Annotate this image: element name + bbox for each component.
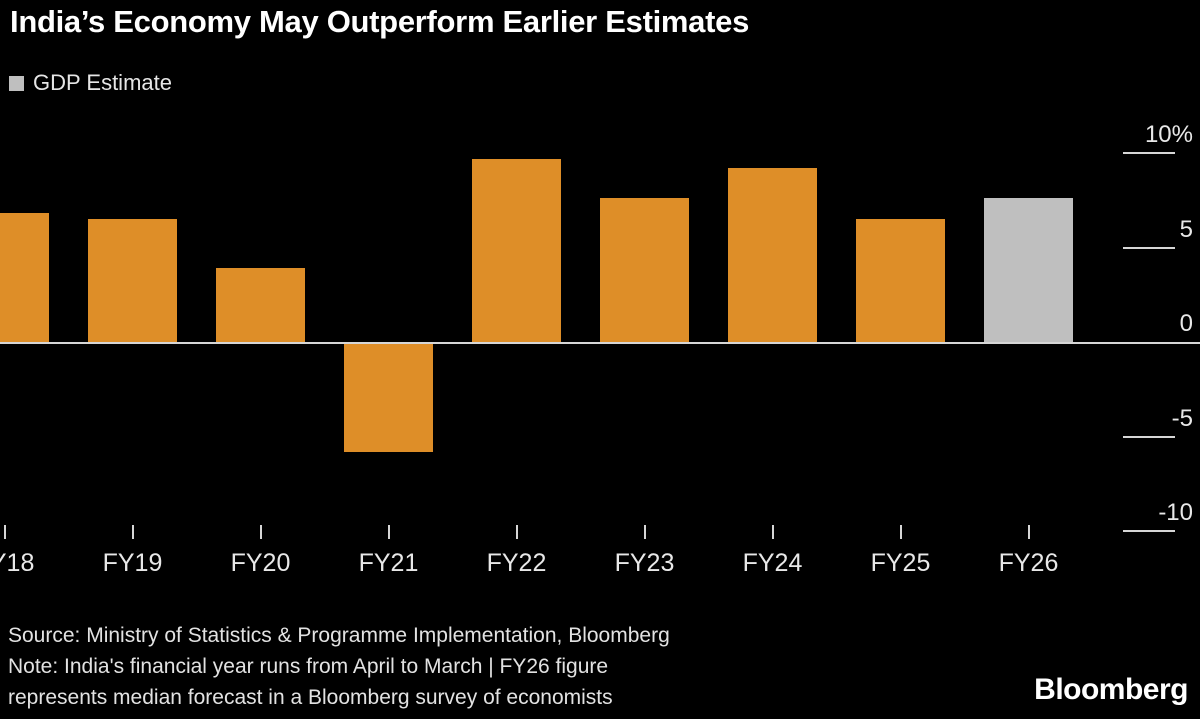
legend-item-label: GDP Estimate — [33, 70, 172, 95]
note-line-2: represents median forecast in a Bloomber… — [8, 686, 613, 709]
x-axis-label-fy25: FY25 — [870, 549, 931, 577]
y-tick-neg10 — [1123, 530, 1175, 532]
chart-footnotes: Source: Ministry of Statistics & Program… — [8, 620, 1018, 713]
x-tick-fy23 — [643, 525, 646, 539]
x-axis-label-fy24: FY24 — [742, 549, 803, 577]
bar-fy26 — [984, 198, 1073, 342]
x-axis-label-fy23: FY23 — [614, 549, 675, 577]
x-axis-label-fy18: FY18 — [0, 549, 35, 577]
x-tick-fy18 — [3, 525, 6, 539]
y-axis-label: 10% — [1144, 121, 1193, 148]
bar-fy24 — [728, 168, 817, 342]
bar-fy19 — [88, 219, 177, 342]
bar-fy25 — [856, 219, 945, 342]
x-axis-label-fy26: FY26 — [998, 549, 1059, 577]
x-tick-fy19 — [131, 525, 134, 539]
legend-swatch-gdp-estimate-icon — [9, 75, 24, 91]
y-axis-label: -5 — [1171, 404, 1193, 432]
bar-fy21 — [344, 342, 433, 452]
note-line-1: Note: India's financial year runs from A… — [8, 655, 609, 678]
x-axis: FY18 FY19 FY20 FY21 FY22 FY23 FY24 FY25 FY26 — [0, 525, 1200, 605]
chart-legend: GDP Estimate — [9, 72, 172, 94]
y-tick-neg5 — [1123, 435, 1175, 438]
x-tick-fy20 — [259, 525, 262, 539]
y-axis-label: 5 — [1179, 215, 1193, 243]
zero-baseline — [0, 342, 1200, 344]
bar-chart: 10% 5 0 -5 -10 — [0, 110, 1200, 535]
bar-fy23 — [600, 198, 689, 342]
bars-layer — [0, 110, 1115, 535]
y-tick-5 — [1123, 246, 1175, 249]
y-axis-label: -10 — [1158, 499, 1193, 526]
y-axis: 10% 5 0 -5 -10 — [1115, 110, 1200, 535]
source-line: Source: Ministry of Statistics & Program… — [8, 624, 670, 647]
y-axis-label: 0 — [1179, 310, 1193, 337]
x-axis-label-fy20: FY20 — [230, 549, 291, 577]
x-tick-fy24 — [771, 525, 774, 539]
y-tick-10 — [1123, 152, 1175, 154]
x-axis-label-fy22: FY22 — [486, 549, 547, 577]
bar-fy20 — [216, 268, 305, 342]
x-axis-label-fy19: FY19 — [102, 549, 163, 577]
bar-fy18 — [0, 213, 49, 342]
x-tick-fy21 — [387, 525, 390, 539]
x-tick-fy22 — [515, 525, 518, 539]
bar-fy22 — [472, 158, 561, 342]
x-tick-fy26 — [1027, 525, 1030, 539]
page-title: India’s Economy May Outperform Earlier E… — [10, 4, 750, 39]
x-axis-label-fy21: FY21 — [358, 549, 419, 577]
bloomberg-logo: Bloomberg — [1034, 673, 1188, 706]
x-tick-fy25 — [899, 525, 902, 539]
